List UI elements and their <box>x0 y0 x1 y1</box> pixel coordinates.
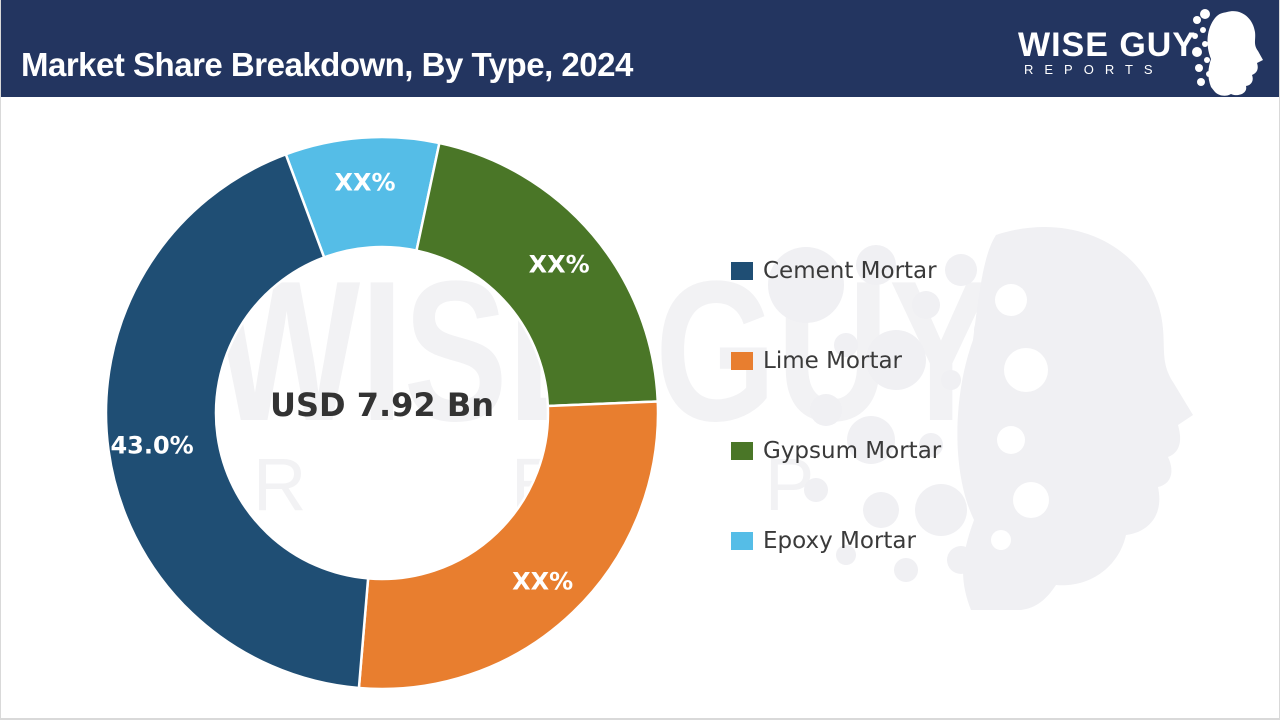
brand-name: WISE GUY <box>1018 26 1197 64</box>
page-title: Market Share Breakdown, By Type, 2024 <box>21 46 633 83</box>
legend-swatch <box>731 262 753 280</box>
legend-swatch <box>731 532 753 550</box>
slice-label: XX% <box>529 250 590 278</box>
legend-item-lime-mortar: Lime Mortar <box>731 346 902 376</box>
slice-label: 43.0% <box>110 432 193 460</box>
legend-label: Gypsum Mortar <box>763 438 942 464</box>
legend-swatch <box>731 442 753 460</box>
header-bar: Market Share Breakdown, By Type, 2024 WI… <box>1 0 1279 97</box>
slice-label: XX% <box>334 169 395 197</box>
donut-slice-cement-mortar <box>104 153 370 690</box>
donut-slice-gypsum-mortar <box>415 141 660 408</box>
legend-item-gypsum-mortar: Gypsum Mortar <box>731 436 941 466</box>
legend-label: Epoxy Mortar <box>763 528 916 554</box>
brand-face-icon <box>1192 9 1263 96</box>
chart-center-value: USD 7.92 Bn <box>270 386 494 424</box>
legend-label: Cement Mortar <box>763 258 937 284</box>
donut-slice-lime-mortar <box>357 400 660 691</box>
legend-label: Lime Mortar <box>763 348 903 374</box>
watermark-face-graphic <box>768 226 1193 610</box>
legend-swatch <box>731 352 753 370</box>
brand-logo: WISE GUY REPORTS <box>1018 6 1263 96</box>
legend-item-cement-mortar: Cement Mortar <box>731 256 937 286</box>
donut-chart: XX% XX% XX% 43.0% <box>104 135 660 691</box>
legend-item-epoxy-mortar: Epoxy Mortar <box>731 526 916 556</box>
slice-label: XX% <box>512 567 573 595</box>
brand-subtitle: REPORTS <box>1024 62 1164 77</box>
